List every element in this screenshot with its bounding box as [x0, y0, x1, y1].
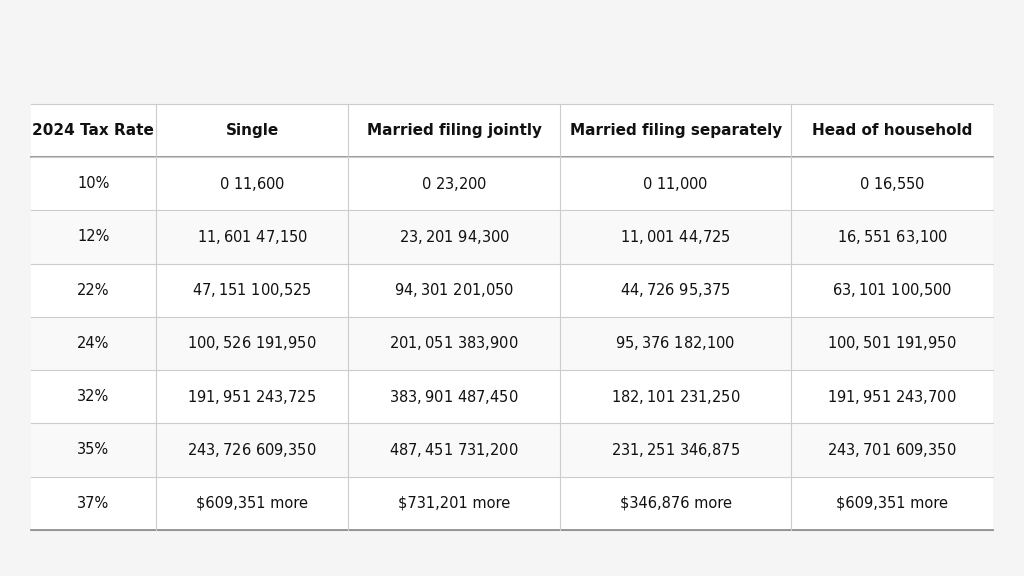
Text: $191,951 ~ $243,700: $191,951 ~ $243,700 [827, 388, 957, 406]
Text: 22%: 22% [77, 283, 110, 298]
FancyBboxPatch shape [792, 423, 993, 477]
Text: $11,601 ~ $47,150: $11,601 ~ $47,150 [197, 228, 307, 246]
Text: 32%: 32% [77, 389, 110, 404]
FancyBboxPatch shape [156, 210, 348, 264]
Text: $11,001 ~ $44,725: $11,001 ~ $44,725 [621, 228, 731, 246]
Text: Married filing separately: Married filing separately [569, 123, 781, 138]
Text: $100,526 ~ $191,950: $100,526 ~ $191,950 [187, 335, 316, 353]
Text: 10%: 10% [77, 176, 110, 191]
FancyBboxPatch shape [156, 264, 348, 317]
FancyBboxPatch shape [560, 210, 792, 264]
FancyBboxPatch shape [348, 423, 560, 477]
FancyBboxPatch shape [156, 104, 348, 157]
FancyBboxPatch shape [31, 264, 156, 317]
Text: Married filing jointly: Married filing jointly [367, 123, 542, 138]
FancyBboxPatch shape [156, 157, 348, 210]
Text: $609,351 more: $609,351 more [197, 496, 308, 511]
Text: $487,451 ~ $731,200: $487,451 ~ $731,200 [389, 441, 519, 459]
FancyBboxPatch shape [31, 317, 156, 370]
Text: $0 ~ $11,000: $0 ~ $11,000 [642, 175, 709, 192]
Text: 35%: 35% [77, 442, 110, 457]
Text: $0 ~ $11,600: $0 ~ $11,600 [219, 175, 286, 192]
FancyBboxPatch shape [31, 477, 156, 530]
Text: $47,151 ~ $100,525: $47,151 ~ $100,525 [193, 281, 312, 299]
FancyBboxPatch shape [792, 104, 993, 157]
Text: $243,701 ~ $609,350: $243,701 ~ $609,350 [827, 441, 957, 459]
FancyBboxPatch shape [348, 210, 560, 264]
FancyBboxPatch shape [792, 317, 993, 370]
FancyBboxPatch shape [31, 370, 156, 423]
FancyBboxPatch shape [348, 477, 560, 530]
FancyBboxPatch shape [560, 264, 792, 317]
Text: $731,201 more: $731,201 more [398, 496, 510, 511]
FancyBboxPatch shape [348, 264, 560, 317]
Text: $95,376 ~ $182,100: $95,376 ~ $182,100 [615, 335, 736, 353]
Text: $609,351 more: $609,351 more [837, 496, 948, 511]
Text: $201,051 ~ $383,900: $201,051 ~ $383,900 [389, 335, 519, 353]
Text: Head of household: Head of household [812, 123, 973, 138]
Text: $44,726 ~ $95,375: $44,726 ~ $95,375 [621, 281, 731, 299]
Text: $63,101 ~ $100,500: $63,101 ~ $100,500 [833, 281, 952, 299]
Text: $182,101 ~ $231,250: $182,101 ~ $231,250 [611, 388, 740, 406]
Text: 24%: 24% [77, 336, 110, 351]
FancyBboxPatch shape [560, 370, 792, 423]
Text: $94,301 ~ $201,050: $94,301 ~ $201,050 [394, 281, 514, 299]
FancyBboxPatch shape [31, 104, 156, 157]
FancyBboxPatch shape [31, 423, 156, 477]
FancyBboxPatch shape [156, 477, 348, 530]
FancyBboxPatch shape [560, 104, 792, 157]
Text: $383,901 ~ $487,450: $383,901 ~ $487,450 [389, 388, 519, 406]
Text: $16,551 ~ $63,100: $16,551 ~ $63,100 [837, 228, 948, 246]
Text: $346,876 more: $346,876 more [620, 496, 731, 511]
Text: 2024 Tax Rate: 2024 Tax Rate [33, 123, 155, 138]
Text: $100,501 ~ $191,950: $100,501 ~ $191,950 [827, 335, 957, 353]
Text: $0 ~ $16,550: $0 ~ $16,550 [859, 175, 926, 192]
FancyBboxPatch shape [792, 210, 993, 264]
FancyBboxPatch shape [31, 210, 156, 264]
FancyBboxPatch shape [156, 423, 348, 477]
FancyBboxPatch shape [792, 157, 993, 210]
FancyBboxPatch shape [560, 157, 792, 210]
FancyBboxPatch shape [348, 370, 560, 423]
Text: 12%: 12% [77, 229, 110, 244]
Text: $0 ~ $23,200: $0 ~ $23,200 [421, 175, 487, 192]
FancyBboxPatch shape [560, 423, 792, 477]
FancyBboxPatch shape [792, 264, 993, 317]
Text: $191,951 ~ $243,725: $191,951 ~ $243,725 [187, 388, 316, 406]
FancyBboxPatch shape [792, 370, 993, 423]
Text: Single: Single [225, 123, 279, 138]
FancyBboxPatch shape [348, 317, 560, 370]
FancyBboxPatch shape [560, 317, 792, 370]
FancyBboxPatch shape [31, 157, 156, 210]
Text: 37%: 37% [77, 496, 110, 511]
FancyBboxPatch shape [348, 157, 560, 210]
Text: $243,726 ~ $609,350: $243,726 ~ $609,350 [187, 441, 316, 459]
Text: $231,251 ~ $346,875: $231,251 ~ $346,875 [611, 441, 740, 459]
FancyBboxPatch shape [348, 104, 560, 157]
FancyBboxPatch shape [560, 477, 792, 530]
FancyBboxPatch shape [792, 477, 993, 530]
FancyBboxPatch shape [156, 370, 348, 423]
Text: $23,201 ~ $94,300: $23,201 ~ $94,300 [398, 228, 510, 246]
FancyBboxPatch shape [156, 317, 348, 370]
